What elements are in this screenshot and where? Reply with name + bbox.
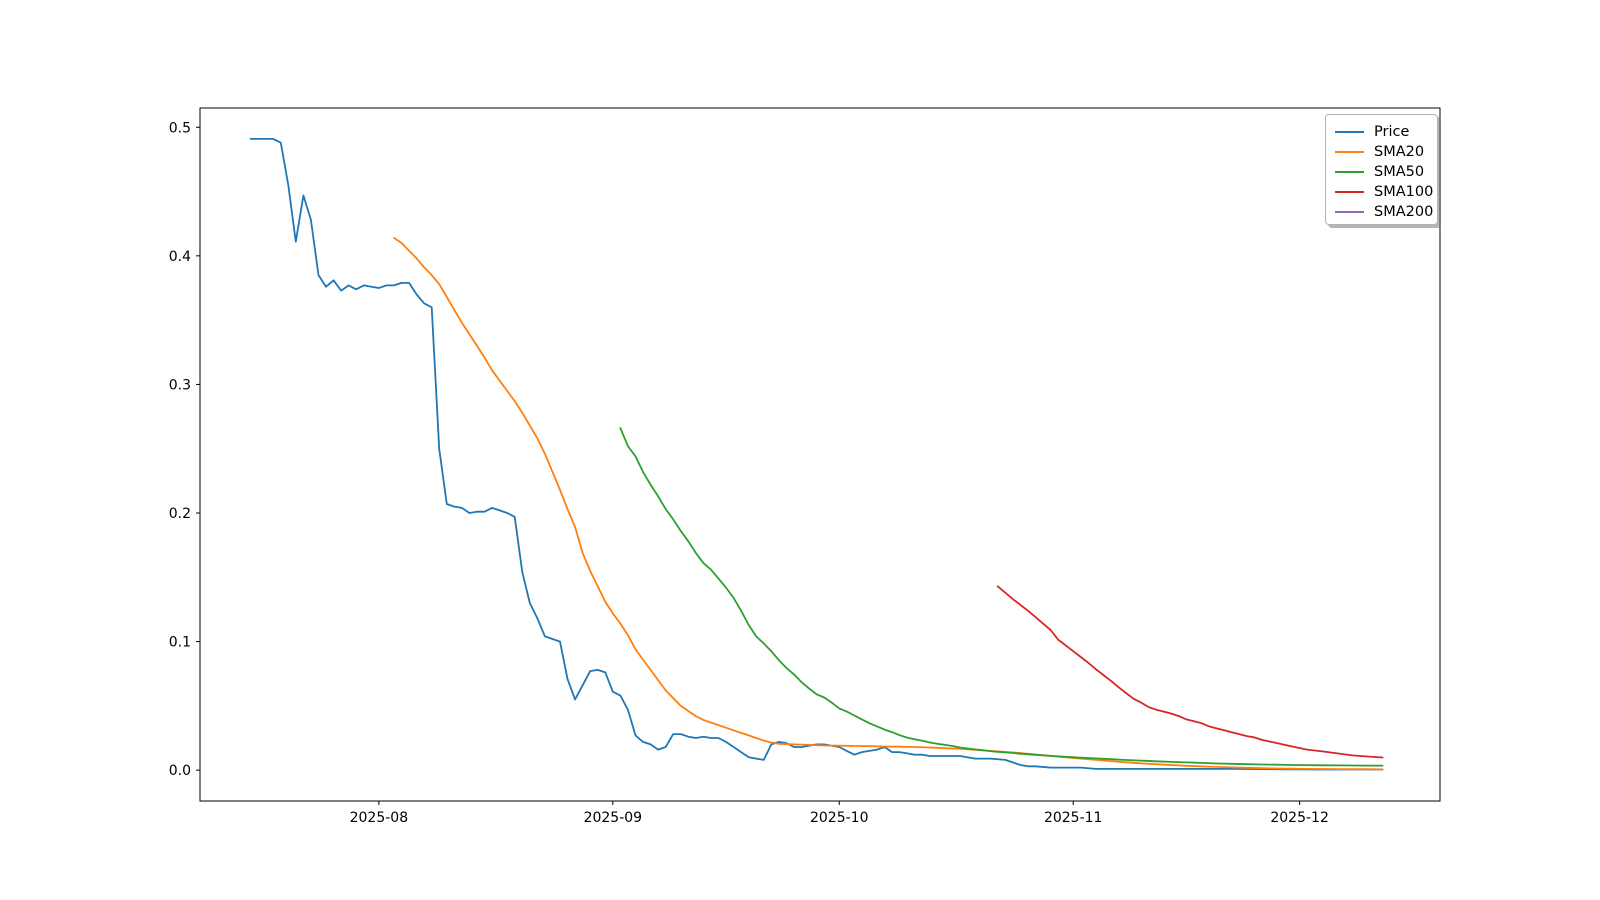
price-line-swatch	[1335, 131, 1364, 133]
legend-item-sma20: SMA20	[1335, 142, 1427, 162]
y-tick-label: 0.4	[169, 249, 191, 265]
plot-area	[199, 107, 1441, 802]
x-tick-label: 2025-11	[1044, 810, 1103, 826]
x-tick-label: 2025-10	[810, 810, 869, 826]
legend-label-sma100: SMA100	[1374, 184, 1434, 200]
y-tick-label: 0.2	[169, 506, 191, 522]
price-line	[249, 137, 1384, 771]
sma200-line-swatch	[1335, 211, 1364, 213]
x-tick-label: 2025-09	[584, 810, 643, 826]
x-tick-label: 2025-12	[1270, 810, 1329, 826]
y-tick-label: 0.0	[169, 763, 191, 779]
legend: Price SMA20 SMA50 SMA100 SMA200	[1325, 114, 1438, 225]
legend-item-sma100: SMA100	[1335, 182, 1433, 202]
y-tick-label: 0.5	[169, 120, 191, 136]
legend-label-sma50: SMA50	[1374, 164, 1425, 180]
sma50-line-swatch	[1335, 171, 1364, 173]
legend-item-sma200: SMA200	[1335, 202, 1433, 222]
legend-label-price: Price	[1374, 124, 1410, 140]
x-tick-label: 2025-08	[350, 810, 409, 826]
legend-label-sma200: SMA200	[1374, 204, 1434, 220]
sma20-line-swatch	[1335, 151, 1364, 153]
y-tick-label: 0.1	[169, 635, 191, 651]
sma100-line-swatch	[1335, 191, 1364, 193]
legend-item-sma50: SMA50	[1335, 162, 1427, 182]
y-tick-label: 0.3	[169, 377, 191, 393]
legend-label-sma20: SMA20	[1374, 144, 1425, 160]
legend-item-price: Price	[1335, 122, 1427, 142]
sma100-line	[996, 585, 1384, 759]
sma50-line	[619, 427, 1384, 767]
sma20-line	[393, 236, 1384, 771]
